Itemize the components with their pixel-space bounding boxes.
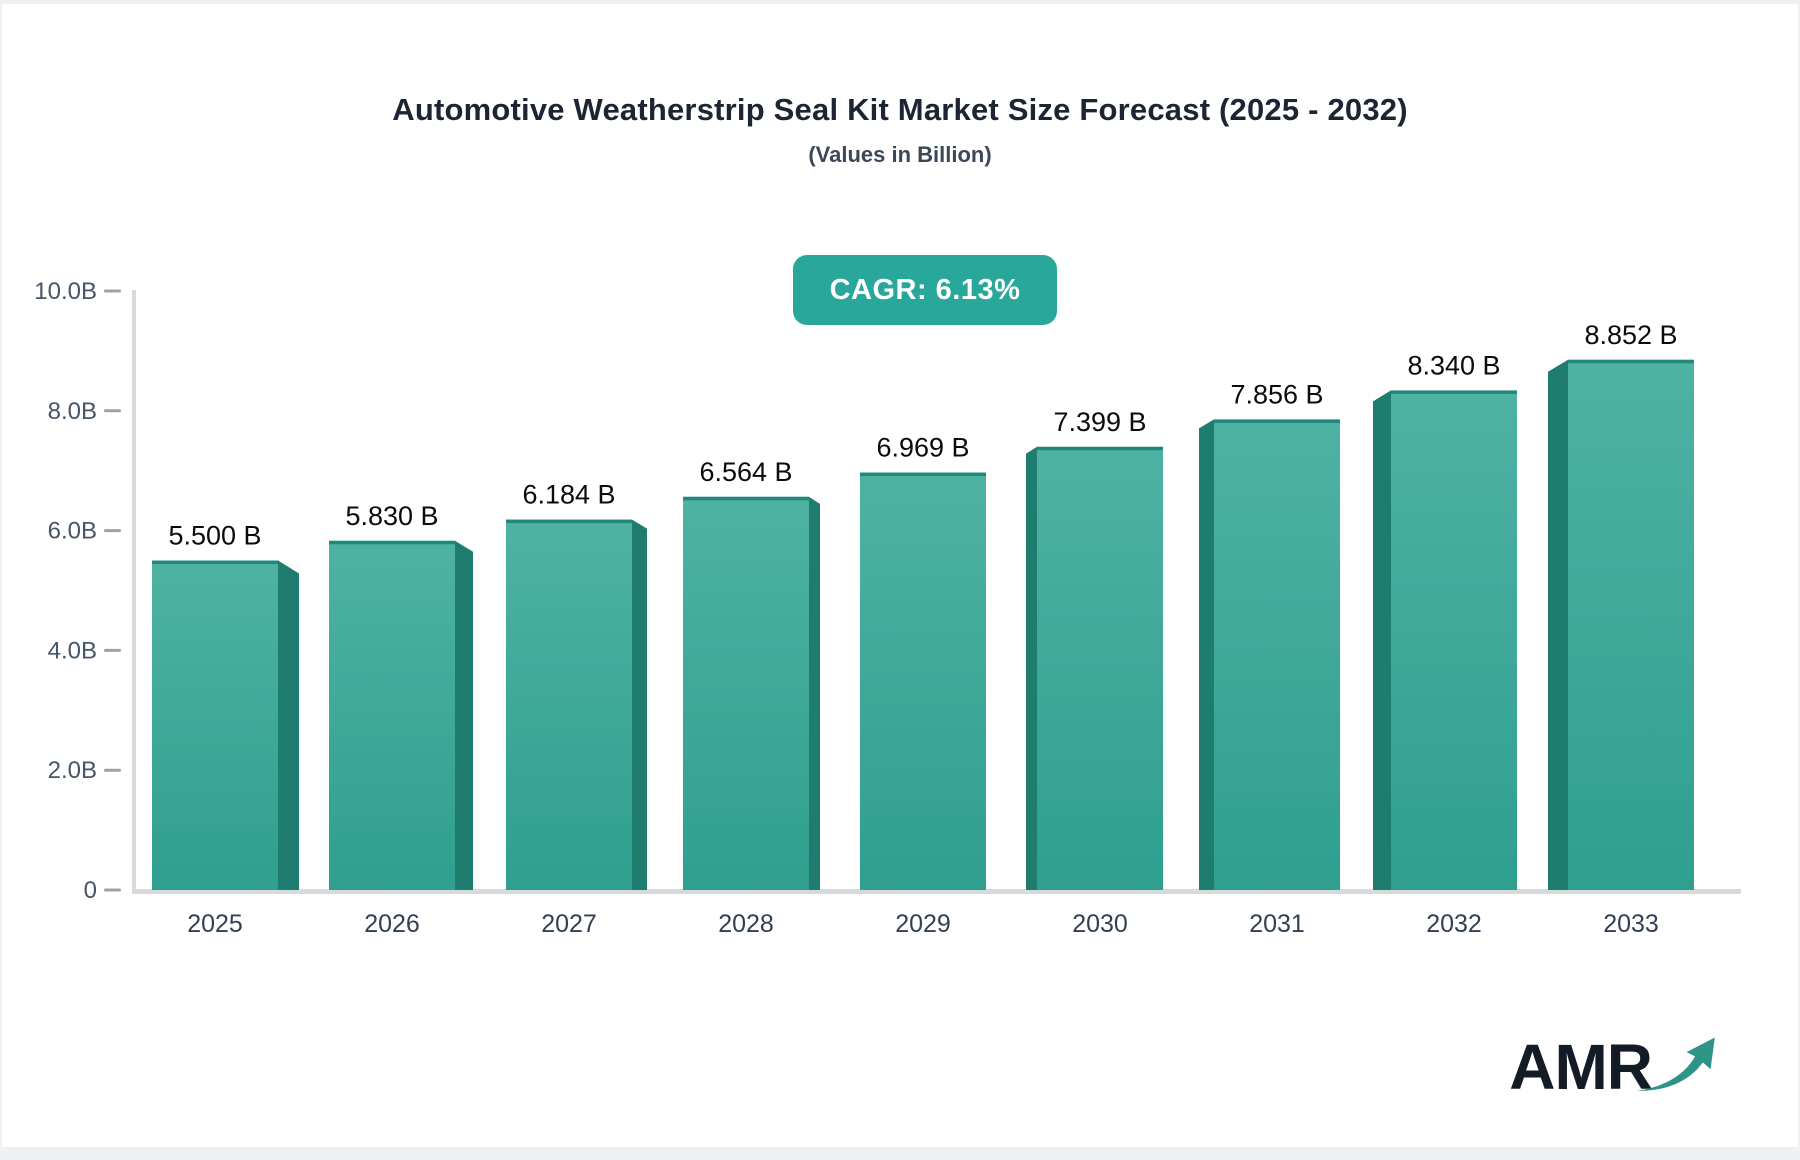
x-tick-label: 2029 bbox=[895, 910, 951, 938]
bar-top-edge bbox=[1214, 419, 1340, 423]
y-tick-dash bbox=[104, 768, 121, 772]
bar-2026 bbox=[329, 540, 473, 890]
bar-value-label: 5.500 B bbox=[168, 521, 261, 551]
cagr-badge-label: CAGR: 6.13% bbox=[829, 273, 1021, 306]
bar-front-face bbox=[329, 540, 455, 890]
y-tick-label: 2.0B bbox=[48, 757, 97, 784]
x-tick-label: 2025 bbox=[187, 910, 243, 938]
x-tick-label: 2027 bbox=[541, 910, 597, 938]
cagr-badge: CAGR: 6.13% bbox=[793, 255, 1057, 325]
bar-value-label: 7.856 B bbox=[1230, 379, 1323, 409]
axis-layer: 0 2.0B 4.0B 6.0B 8.0B 10.0B bbox=[34, 278, 1741, 904]
bar-top-edge bbox=[683, 496, 809, 501]
bar-top-edge bbox=[1037, 446, 1163, 451]
bar-2029 bbox=[860, 472, 986, 890]
bar-2031 bbox=[1199, 419, 1340, 890]
bar-value-label: 8.852 B bbox=[1584, 320, 1677, 350]
bar-front-face bbox=[152, 560, 278, 890]
bar-top-edge bbox=[152, 560, 278, 565]
y-tick-dash bbox=[104, 648, 121, 652]
bar-value-label: 6.564 B bbox=[699, 457, 792, 487]
bar-front-face bbox=[506, 519, 632, 890]
bar-front-face bbox=[683, 496, 809, 890]
x-axis-baseline bbox=[132, 889, 1741, 894]
bar-top-edge bbox=[506, 519, 632, 524]
bar-side-face bbox=[1548, 359, 1568, 890]
bar-top-edge bbox=[860, 472, 986, 477]
y-tick-dash bbox=[104, 529, 121, 533]
x-tick-label: 2026 bbox=[364, 910, 420, 938]
bar-side-face bbox=[632, 519, 647, 890]
y-tick-label: 4.0B bbox=[48, 637, 97, 664]
bar-2033 bbox=[1548, 359, 1694, 890]
bar-side-face bbox=[1199, 419, 1214, 890]
amr-logo-text: AMR bbox=[1509, 1031, 1653, 1103]
amr-logo: AMR bbox=[1509, 1033, 1720, 1099]
bar-2028 bbox=[683, 496, 820, 890]
bar-front-face bbox=[1037, 446, 1163, 890]
y-tick-dash bbox=[104, 409, 121, 413]
x-tick-label: 2032 bbox=[1426, 910, 1482, 938]
bar-2027 bbox=[506, 519, 647, 890]
bar-front-face bbox=[1568, 359, 1694, 890]
bar-value-label: 7.399 B bbox=[1053, 407, 1146, 437]
bar-2025 bbox=[152, 560, 299, 890]
bar-value-label: 8.340 B bbox=[1407, 350, 1500, 380]
bar-side-face bbox=[809, 496, 820, 890]
bar-top-edge bbox=[1568, 359, 1694, 364]
y-tick-label: 10.0B bbox=[34, 278, 97, 305]
bar-value-label: 6.969 B bbox=[876, 433, 969, 463]
bar-chart-canvas: 0 2.0B 4.0B 6.0B 8.0B 10.0B 5.500 B 2025 5.830 … bbox=[34, 278, 1741, 938]
chart-subtitle: (Values in Billion) bbox=[808, 142, 992, 167]
bar-side-face bbox=[455, 540, 473, 890]
x-tick-label: 2033 bbox=[1603, 910, 1659, 938]
bar-front-face bbox=[1214, 419, 1340, 890]
bar-top-edge bbox=[1391, 390, 1517, 394]
growth-arrow-icon bbox=[1636, 1037, 1715, 1091]
bars-layer bbox=[152, 359, 1694, 890]
bar-side-face bbox=[1373, 390, 1391, 890]
bar-side-face bbox=[278, 560, 299, 890]
chart-header: Automotive Weatherstrip Seal Kit Market … bbox=[2, 92, 1798, 168]
y-tick-dash bbox=[104, 888, 121, 892]
bar-value-label: 6.184 B bbox=[522, 480, 615, 510]
bar-front-face bbox=[860, 472, 986, 890]
y-tick-label: 0 bbox=[84, 877, 97, 904]
bar-2030 bbox=[1026, 446, 1163, 890]
bar-top-edge bbox=[329, 540, 455, 545]
bar-front-face bbox=[1391, 390, 1517, 890]
chart-title: Automotive Weatherstrip Seal Kit Market … bbox=[392, 92, 1408, 127]
y-axis-line bbox=[132, 290, 136, 894]
x-tick-label: 2028 bbox=[718, 910, 774, 938]
bar-2032 bbox=[1373, 390, 1517, 890]
y-tick-label: 6.0B bbox=[48, 518, 97, 545]
chart-card: Automotive Weatherstrip Seal Kit Market … bbox=[2, 4, 1798, 1147]
x-tick-label: 2030 bbox=[1072, 910, 1128, 938]
y-tick-label: 8.0B bbox=[48, 398, 97, 425]
bar-value-label: 5.830 B bbox=[345, 501, 438, 531]
x-tick-label: 2031 bbox=[1249, 910, 1305, 938]
y-tick-dash bbox=[104, 289, 121, 293]
labels-layer: 5.500 B 2025 5.830 B 2026 6.184 B 2027 6.564 B… bbox=[168, 320, 1677, 938]
bar-side-face bbox=[1026, 446, 1037, 890]
